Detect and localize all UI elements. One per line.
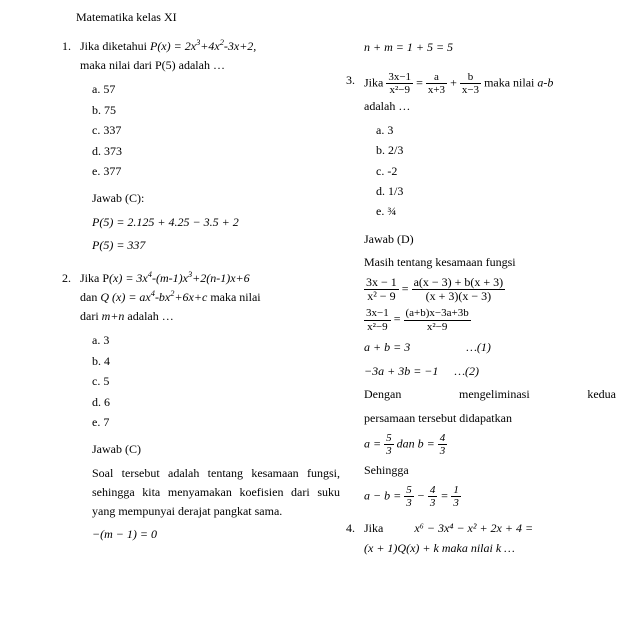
q2-explain: Soal tersebut adalah tentang kesamaan fu… <box>92 464 340 522</box>
q3-p2: Denganmengeliminasikedua <box>364 385 616 404</box>
two-column-layout: 1. Jika diketahui P(x) = 2x3+4x2-3x+2, m… <box>80 37 616 568</box>
q2-opt-a: a. 3 <box>92 330 340 350</box>
q2-opt-c: c. 5 <box>92 371 340 391</box>
q1-text-pre: Jika diketahui <box>80 39 150 53</box>
q1-answer-label: Jawab (C): <box>92 189 340 208</box>
question-1: 1. Jika diketahui P(x) = 2x3+4x2-3x+2, m… <box>80 37 340 255</box>
q1-opt-b: b. 75 <box>92 100 340 120</box>
q2-l1b: (x) = 3x4-(m-1)x3+2(n-1)x+6 <box>109 271 250 285</box>
q2-opt-b: b. 4 <box>92 351 340 371</box>
q3-options: a. 3 b. 2/3 c. -2 d. 1/3 e. ¾ <box>376 120 616 222</box>
q3-sehingga: Sehingga <box>364 461 616 480</box>
q3-opt-e: e. ¾ <box>376 201 616 221</box>
q2-l3: dari m+n adalah … <box>80 309 174 323</box>
q3-frac1: 3x−1x²−9 <box>386 71 413 96</box>
q3-post-i: a-b <box>537 76 553 90</box>
q3-p1: Masih tentang kesamaan fungsi <box>364 253 616 272</box>
question-4: 4. Jika x⁶ − 3x⁴ − x² + 2x + 4 = (x + 1)… <box>364 519 616 557</box>
q2-answer-label: Jawab (C) <box>92 440 340 459</box>
q1-fx: P(x) = 2x3+4x2-3x+2, <box>150 39 256 53</box>
q3-smallfrac: 3x−1x²−9 = (a+b)x−3a+3bx²−9 <box>364 307 616 332</box>
right-column: n + m = 1 + 5 = 5 3. Jika 3x−1x²−9 = ax+… <box>364 37 616 568</box>
q3-p3: persamaan tersebut didapatkan <box>364 409 616 428</box>
q1-opt-a: a. 57 <box>92 79 340 99</box>
q3-eq2: −3a + 3b = −1…(2) <box>364 361 616 381</box>
q3-opt-d: d. 1/3 <box>376 181 616 201</box>
q3-bigfrac: 3x − 1x² − 9 = a(x − 3) + b(x + 3)(x + 3… <box>364 276 616 303</box>
q2-options: a. 3 b. 4 c. 5 d. 6 e. 7 <box>92 330 340 432</box>
q1-work-1: P(5) = 2.125 + 4.25 − 3.5 + 2 <box>92 213 340 232</box>
q4-body: Jika x⁶ − 3x⁴ − x² + 2x + 4 = (x + 1)Q(x… <box>364 519 616 557</box>
q2-l2e: maka nilai <box>207 290 260 304</box>
q1-text2: maka nilai dari P(5) adalah … <box>80 58 225 72</box>
q3-eq1: a + b = 3…(1) <box>364 337 616 357</box>
q2-body: Jika P(x) = 3x4-(m-1)x3+2(n-1)x+6 dan Q … <box>80 269 340 327</box>
q3-answer-label: Jawab (D) <box>364 230 616 249</box>
question-2: 2. Jika P(x) = 3x4-(m-1)x3+2(n-1)x+6 dan… <box>80 269 340 544</box>
q3-pre: Jika <box>364 76 386 90</box>
question-3: 3. Jika 3x−1x²−9 = ax+3 + bx−3 maka nila… <box>364 71 616 509</box>
q3-eq: = <box>416 76 426 90</box>
nm-result: n + m = 1 + 5 = 5 <box>364 37 616 57</box>
q2-work-1: −(m − 1) = 0 <box>92 525 340 544</box>
q3-opt-b: b. 2/3 <box>376 140 616 160</box>
q3-post: maka nilai <box>484 76 537 90</box>
left-column: 1. Jika diketahui P(x) = 2x3+4x2-3x+2, m… <box>80 37 340 568</box>
q3-frac3: bx−3 <box>460 71 481 96</box>
q1-body: Jika diketahui P(x) = 2x3+4x2-3x+2, maka… <box>80 37 340 75</box>
q1-number: 1. <box>62 37 71 56</box>
q3-plus: + <box>450 76 460 90</box>
q3-opt-c: c. -2 <box>376 161 616 181</box>
q2-l2b: Q (x) = ax4-bx2+6x+c <box>100 290 207 304</box>
q3-result-ab: a = 53 dan b = 43 <box>364 432 616 457</box>
q1-opt-e: e. 377 <box>92 161 340 181</box>
q1-options: a. 57 b. 75 c. 337 d. 373 e. 377 <box>92 79 340 181</box>
q2-l2a: dan <box>80 290 100 304</box>
q1-work-2: P(5) = 337 <box>92 236 340 255</box>
q1-opt-d: d. 373 <box>92 141 340 161</box>
q3-opt-a: a. 3 <box>376 120 616 140</box>
q4-l1a: Jika <box>364 521 383 535</box>
page-header: Matematika kelas XI <box>76 10 616 25</box>
q1-opt-c: c. 337 <box>92 120 340 140</box>
q3-body: Jika 3x−1x²−9 = ax+3 + bx−3 maka nilai a… <box>364 71 616 115</box>
q3-l2: adalah … <box>364 99 410 113</box>
q2-opt-e: e. 7 <box>92 412 340 432</box>
q3-number: 3. <box>346 71 355 90</box>
q3-frac2: ax+3 <box>426 71 447 96</box>
q4-l2: (x + 1)Q(x) + k maka nilai k … <box>364 541 515 555</box>
q4-l1b: x⁶ − 3x⁴ − x² + 2x + 4 = <box>414 521 533 535</box>
q2-l1a: Jika P <box>80 271 109 285</box>
q3-final: a − b = 53 − 43 = 13 <box>364 484 616 509</box>
document-page: Matematika kelas XI 1. Jika diketahui P(… <box>0 0 640 568</box>
q4-number: 4. <box>346 519 355 538</box>
q2-opt-d: d. 6 <box>92 392 340 412</box>
q2-number: 2. <box>62 269 71 288</box>
